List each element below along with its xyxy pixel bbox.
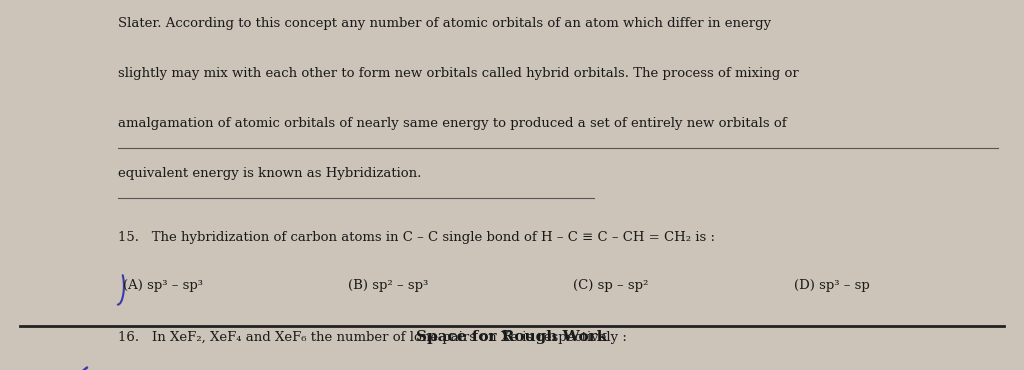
Text: 16.   In XeF₂, XeF₄ and XeF₆ the number of lone pairs on Xe is respectively :: 16. In XeF₂, XeF₄ and XeF₆ the number of… bbox=[118, 331, 627, 344]
Text: slightly may mix with each other to form new orbitals called hybrid orbitals. Th: slightly may mix with each other to form… bbox=[118, 67, 799, 80]
Text: equivalent energy is known as Hybridization.: equivalent energy is known as Hybridizat… bbox=[118, 166, 421, 179]
Text: Slater. According to this concept any number of atomic orbitals of an atom which: Slater. According to this concept any nu… bbox=[118, 17, 771, 30]
Text: 15.   The hybridization of carbon atoms in C – C single bond of H – C ≡ C – CH =: 15. The hybridization of carbon atoms in… bbox=[118, 231, 715, 244]
Text: Space for Rough Work: Space for Rough Work bbox=[417, 330, 607, 344]
Text: (A) sp³ – sp³: (A) sp³ – sp³ bbox=[123, 279, 203, 292]
Text: amalgamation of atomic orbitals of nearly same energy to produced a set of entir: amalgamation of atomic orbitals of nearl… bbox=[118, 117, 786, 130]
Text: (B) sp² – sp³: (B) sp² – sp³ bbox=[348, 279, 428, 292]
Text: (C) sp – sp²: (C) sp – sp² bbox=[573, 279, 649, 292]
Text: (D) sp³ – sp: (D) sp³ – sp bbox=[794, 279, 869, 292]
